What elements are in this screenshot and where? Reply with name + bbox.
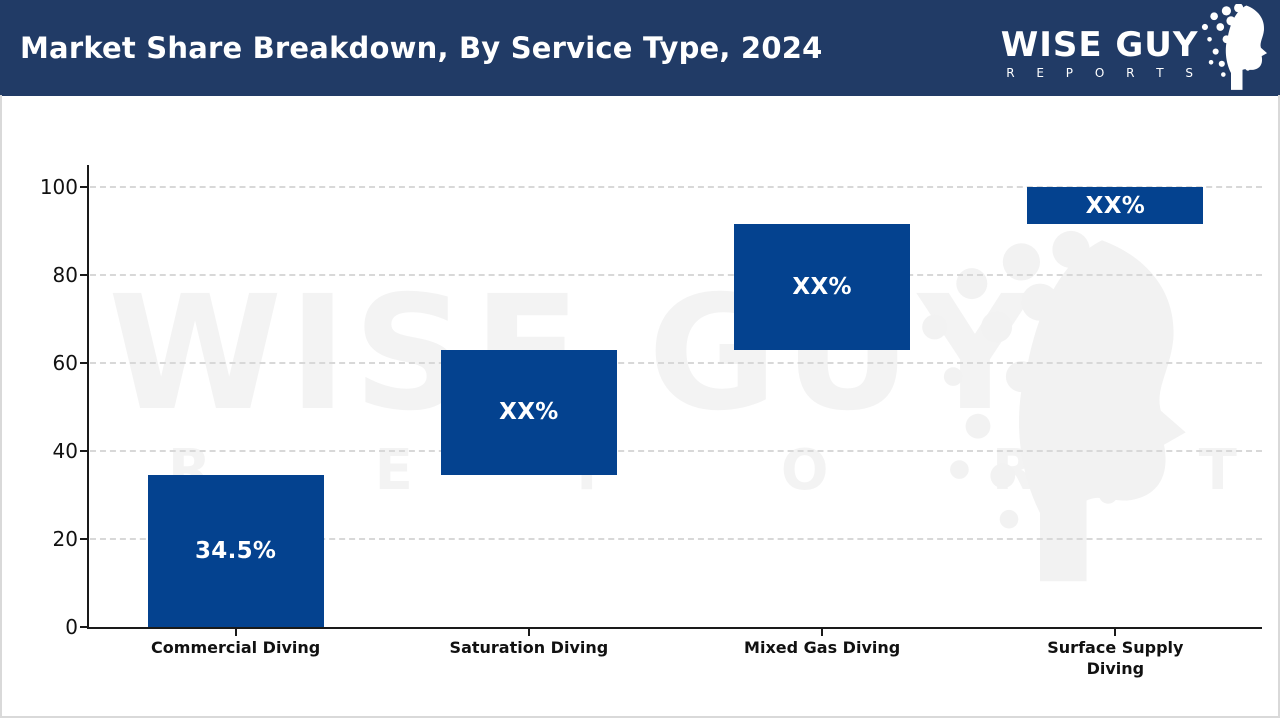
wiseguy-logo: WISE GUY R E P O R T S [997,4,1274,96]
y-tick-label-60: 60 [52,351,78,375]
y-tick-mark-80 [80,274,89,276]
bar-surface-supply-diving: XX% [1027,187,1204,225]
y-tick-mark-40 [80,450,89,452]
y-tick-mark-20 [80,538,89,540]
logo-wordmark: WISE GUY [1000,24,1199,65]
y-tick-mark-100 [80,186,89,188]
y-tick-mark-60 [80,362,89,364]
gridline-40 [90,450,1262,452]
logo-text: WISE GUY R E P O R T S [997,24,1202,81]
bar-value-label-surface-supply-diving: XX% [1085,192,1146,219]
y-axis-line [87,165,89,629]
bar-value-label-mixed-gas-diving: XX% [792,274,852,301]
y-tick-label-80: 80 [52,263,78,287]
y-tick-label-0: 0 [65,615,78,639]
bar-mixed-gas-diving: XX% [734,224,911,350]
y-tick-label-100: 100 [39,175,78,199]
x-category-label-mixed-gas-diving: Mixed Gas Diving [744,638,901,657]
y-tick-mark-0 [80,626,89,628]
gridline-100 [90,186,1262,188]
gridline-60 [90,362,1262,364]
y-tick-label-20: 20 [52,527,78,551]
gridline-80 [90,274,1262,276]
logo-subtitle: R E P O R T S [1006,66,1202,81]
y-tick-label-40: 40 [52,439,78,463]
x-category-label-saturation-diving: Saturation Diving [449,638,609,657]
logo-head-profile-icon [1201,4,1268,90]
x-tick-mark-commercial-diving [234,629,237,636]
bar-saturation-diving: XX% [440,349,617,476]
header-bar: Market Share Breakdown, By Service Type,… [0,0,1280,96]
x-tick-mark-surface-supply-diving [1114,629,1117,636]
chart-title: Market Share Breakdown, By Service Type,… [20,31,823,65]
bar-value-label-saturation-diving: XX% [499,399,559,426]
x-category-label-commercial-diving: Commercial Diving [151,638,321,657]
x-tick-mark-saturation-diving [527,629,530,636]
x-category-label-surface-supply-diving: Surface Supply Diving [1047,638,1184,678]
gridline-20 [90,538,1262,540]
bar-value-label-commercial-diving: 34.5% [194,538,277,565]
x-tick-mark-mixed-gas-diving [821,629,824,636]
x-axis-line [87,627,1262,629]
watermark-head-profile-icon [922,230,1186,582]
bar-commercial-diving: 34.5% [147,475,324,627]
